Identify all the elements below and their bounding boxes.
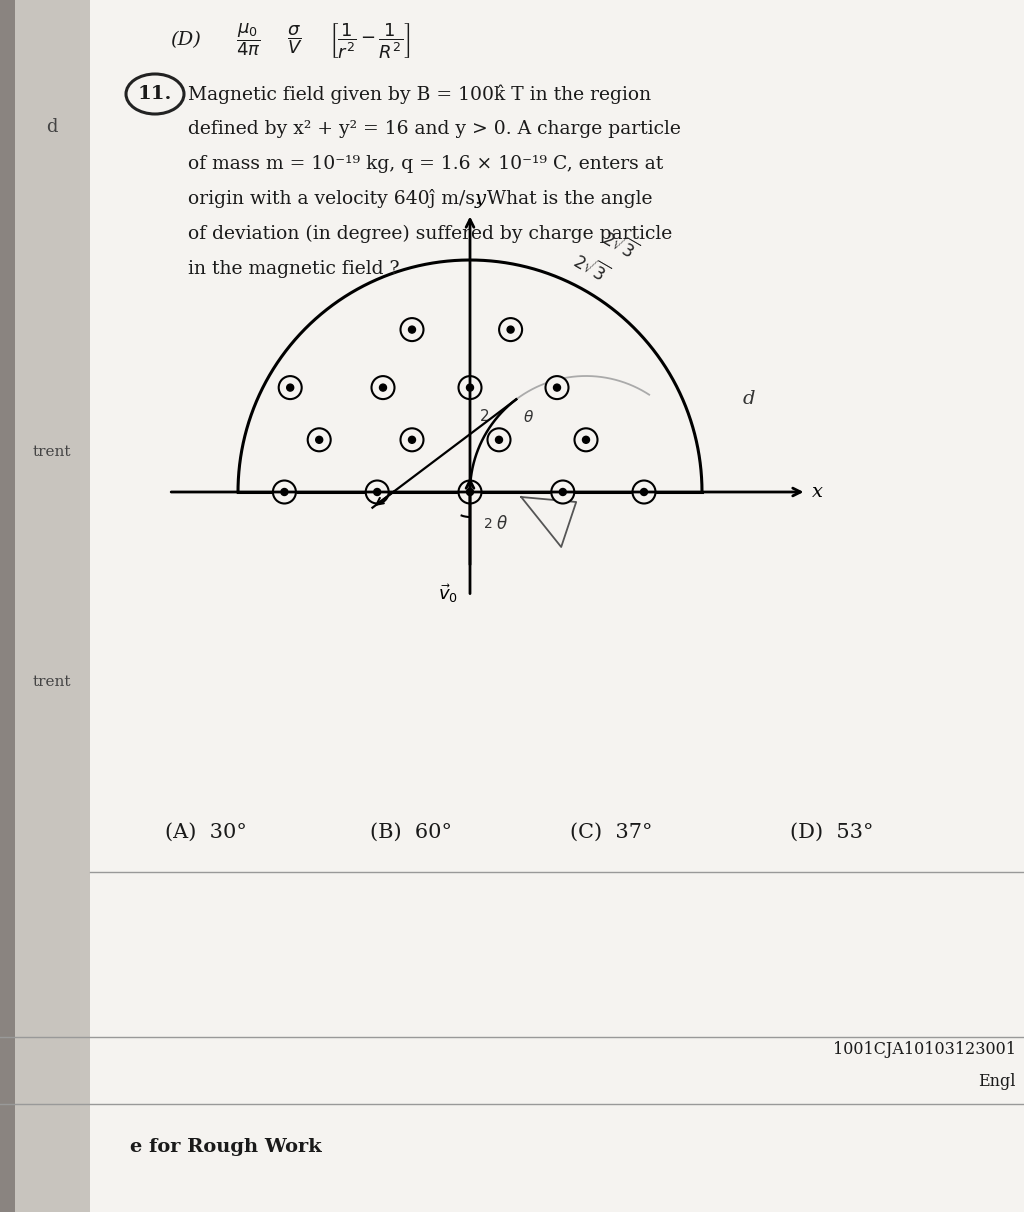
Circle shape <box>273 480 296 503</box>
Text: $\dfrac{\mu_0}{4\pi}$: $\dfrac{\mu_0}{4\pi}$ <box>236 22 260 58</box>
Text: defined by x² + y² = 16 and y > 0. A charge particle: defined by x² + y² = 16 and y > 0. A cha… <box>188 120 681 138</box>
Bar <box>0 0 15 1212</box>
Text: $\dfrac{\sigma}{V}$: $\dfrac{\sigma}{V}$ <box>288 24 303 56</box>
Circle shape <box>467 384 473 391</box>
Circle shape <box>583 436 590 444</box>
Text: (B)  60°: (B) 60° <box>370 823 452 841</box>
Text: origin with a velocity 640ĵ m/s. What is the angle: origin with a velocity 640ĵ m/s. What is… <box>188 189 652 208</box>
Text: Engl: Engl <box>979 1074 1016 1091</box>
Circle shape <box>409 436 416 444</box>
Text: 2: 2 <box>479 410 489 424</box>
Circle shape <box>366 480 389 503</box>
Circle shape <box>499 318 522 341</box>
Circle shape <box>496 436 503 444</box>
Text: (D)  53°: (D) 53° <box>790 823 873 841</box>
Circle shape <box>459 480 481 503</box>
Circle shape <box>507 326 514 333</box>
Text: 2: 2 <box>483 516 493 531</box>
Text: (D): (D) <box>170 32 201 48</box>
Circle shape <box>307 428 331 451</box>
Text: 1001CJA10103123001: 1001CJA10103123001 <box>833 1041 1016 1058</box>
Circle shape <box>633 480 655 503</box>
Circle shape <box>287 384 294 391</box>
Text: d: d <box>46 118 57 136</box>
Circle shape <box>467 488 473 496</box>
Text: $\theta$: $\theta$ <box>522 410 534 425</box>
Circle shape <box>487 428 511 451</box>
Circle shape <box>546 376 568 399</box>
Text: x: x <box>812 484 823 501</box>
Circle shape <box>640 488 647 496</box>
Text: (A)  30°: (A) 30° <box>165 823 247 841</box>
Text: Magnetic field given by B = 100k̂ T in the region: Magnetic field given by B = 100k̂ T in t… <box>188 85 651 104</box>
Circle shape <box>554 384 560 391</box>
Circle shape <box>372 376 394 399</box>
Circle shape <box>459 376 481 399</box>
Text: $2\sqrt{3}$: $2\sqrt{3}$ <box>598 227 641 264</box>
Text: d: d <box>742 390 755 408</box>
Circle shape <box>409 326 416 333</box>
Text: of deviation (in degree) suffered by charge particle: of deviation (in degree) suffered by cha… <box>188 225 672 244</box>
Text: e for Rough Work: e for Rough Work <box>130 1138 322 1156</box>
Circle shape <box>315 436 323 444</box>
Text: trent: trent <box>33 445 72 459</box>
Circle shape <box>559 488 566 496</box>
Circle shape <box>574 428 597 451</box>
Circle shape <box>551 480 574 503</box>
Circle shape <box>374 488 381 496</box>
Text: $\theta$: $\theta$ <box>496 515 508 533</box>
Text: $\vec{v}_0$: $\vec{v}_0$ <box>438 582 458 605</box>
Text: of mass m = 10⁻¹⁹ kg, q = 1.6 × 10⁻¹⁹ C, enters at: of mass m = 10⁻¹⁹ kg, q = 1.6 × 10⁻¹⁹ C,… <box>188 155 664 173</box>
Text: in the magnetic field ?: in the magnetic field ? <box>188 261 399 278</box>
Circle shape <box>279 376 302 399</box>
Text: 11.: 11. <box>138 85 172 103</box>
Text: y: y <box>475 190 486 207</box>
Text: trent: trent <box>33 675 72 688</box>
Text: $2\sqrt{3}$: $2\sqrt{3}$ <box>568 250 611 287</box>
Circle shape <box>400 318 424 341</box>
Circle shape <box>400 428 424 451</box>
Bar <box>0 0 90 1212</box>
Circle shape <box>380 384 386 391</box>
Text: $\left[\dfrac{1}{r^2} - \dfrac{1}{R^2}\right]$: $\left[\dfrac{1}{r^2} - \dfrac{1}{R^2}\r… <box>330 21 411 59</box>
Text: (C)  37°: (C) 37° <box>570 823 652 841</box>
Circle shape <box>281 488 288 496</box>
